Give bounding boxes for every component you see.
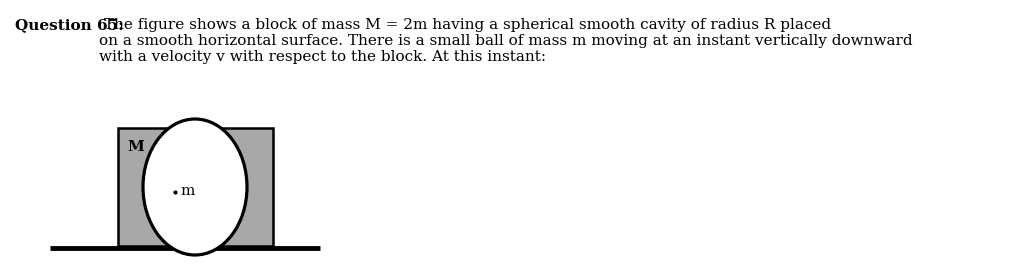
Ellipse shape bbox=[143, 119, 247, 255]
Text: The figure shows a block of mass M = 2m having a spherical smooth cavity of radi: The figure shows a block of mass M = 2m … bbox=[99, 18, 912, 64]
Text: m: m bbox=[180, 184, 195, 198]
Text: Question 65:: Question 65: bbox=[15, 18, 124, 32]
Text: M: M bbox=[127, 140, 144, 154]
Bar bbox=[118, 128, 273, 246]
